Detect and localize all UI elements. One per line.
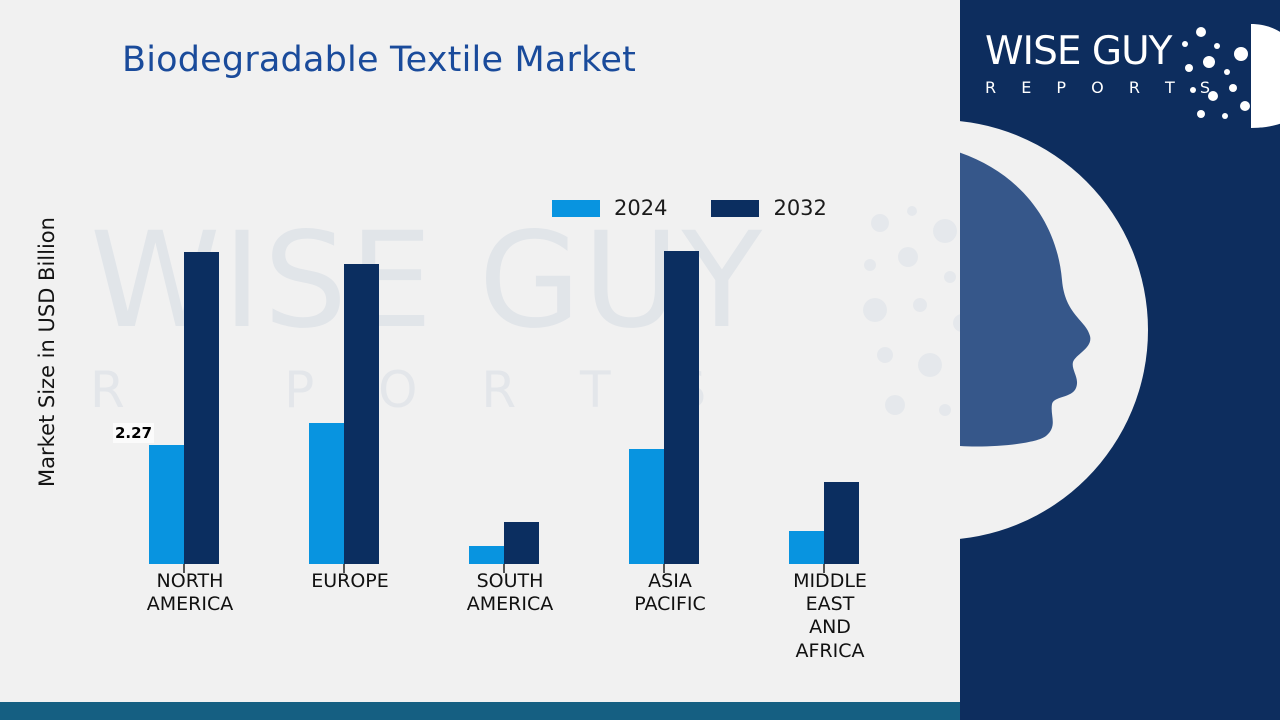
x-axis-tick bbox=[823, 564, 825, 573]
bar-group: MIDDLE EAST AND AFRICA bbox=[760, 180, 920, 662]
x-axis-label: MIDDLE EAST AND AFRICA bbox=[740, 570, 920, 663]
bar-2032[interactable] bbox=[664, 251, 699, 564]
x-axis-label-line: MIDDLE bbox=[793, 570, 867, 592]
x-axis-label: EUROPE bbox=[260, 570, 440, 593]
bar-2032[interactable] bbox=[344, 263, 379, 564]
legend-item-2024[interactable]: 2024 bbox=[552, 196, 667, 220]
legend-label-2032: 2032 bbox=[773, 196, 827, 220]
logo-dots-icon bbox=[1182, 24, 1280, 128]
x-axis-label-line: EAST bbox=[805, 593, 855, 616]
bar-value-label: 2.27 bbox=[113, 422, 155, 443]
bar-group: ASIA PACIFIC bbox=[600, 180, 760, 615]
x-axis-label: ASIA PACIFIC bbox=[634, 570, 706, 616]
brand-panel: WISE GUY R E P O R T S bbox=[960, 0, 1280, 720]
x-axis-tick bbox=[343, 564, 345, 573]
chart-panel: WISE GUY R E P O R T S Biodegradable bbox=[0, 40, 960, 720]
bar-group: SOUTH AMERICA bbox=[440, 180, 600, 615]
x-axis-tick bbox=[663, 564, 665, 573]
page-title: Biodegradable Textile Market bbox=[122, 40, 637, 80]
bottom-accent-strip bbox=[0, 702, 960, 720]
bar-2024[interactable] bbox=[149, 444, 184, 564]
bar-group: 2.27 NORTH AMERICA bbox=[113, 180, 280, 615]
bar-2024[interactable] bbox=[789, 530, 824, 564]
logo: WISE GUY R E P O R T S bbox=[985, 24, 1280, 128]
legend-swatch-2032 bbox=[711, 199, 760, 217]
bar-2032[interactable] bbox=[824, 481, 859, 564]
x-axis-tick bbox=[503, 564, 505, 573]
legend-label-2024: 2024 bbox=[614, 196, 668, 220]
logo-main-text: WISE GUY bbox=[985, 29, 1172, 74]
x-axis-label-line: EUROPE bbox=[311, 570, 389, 592]
x-axis-label: SOUTH AMERICA bbox=[466, 570, 554, 616]
logo-sub-text: R E P O R T S bbox=[985, 78, 1221, 97]
bar-group: EUROPE bbox=[280, 180, 440, 592]
chart-legend: 2024 2032 bbox=[552, 196, 827, 220]
bar-2024[interactable] bbox=[629, 448, 664, 564]
legend-swatch-2024 bbox=[552, 199, 600, 217]
head-profile-icon bbox=[960, 152, 1091, 447]
y-axis-title: Market Size in USD Billion bbox=[35, 217, 59, 487]
x-axis-label-line: AFRICA bbox=[795, 639, 865, 662]
bar-2032[interactable] bbox=[504, 521, 539, 564]
legend-item-2032[interactable]: 2032 bbox=[711, 196, 827, 220]
x-axis-tick bbox=[183, 564, 185, 573]
plot-area: 2.27 NORTH AMERICA EUROPE SOUTH AMERICA ASIA PA… bbox=[113, 180, 920, 662]
bar-2032[interactable] bbox=[184, 251, 219, 564]
bar-2024[interactable] bbox=[309, 422, 344, 564]
x-axis-label-line: AND bbox=[809, 616, 851, 639]
x-axis-label: NORTH AMERICA bbox=[146, 570, 234, 616]
bar-chart: Market Size in USD Billion 2024 2032 2.2… bbox=[35, 180, 920, 662]
bar-2024[interactable] bbox=[469, 546, 504, 564]
